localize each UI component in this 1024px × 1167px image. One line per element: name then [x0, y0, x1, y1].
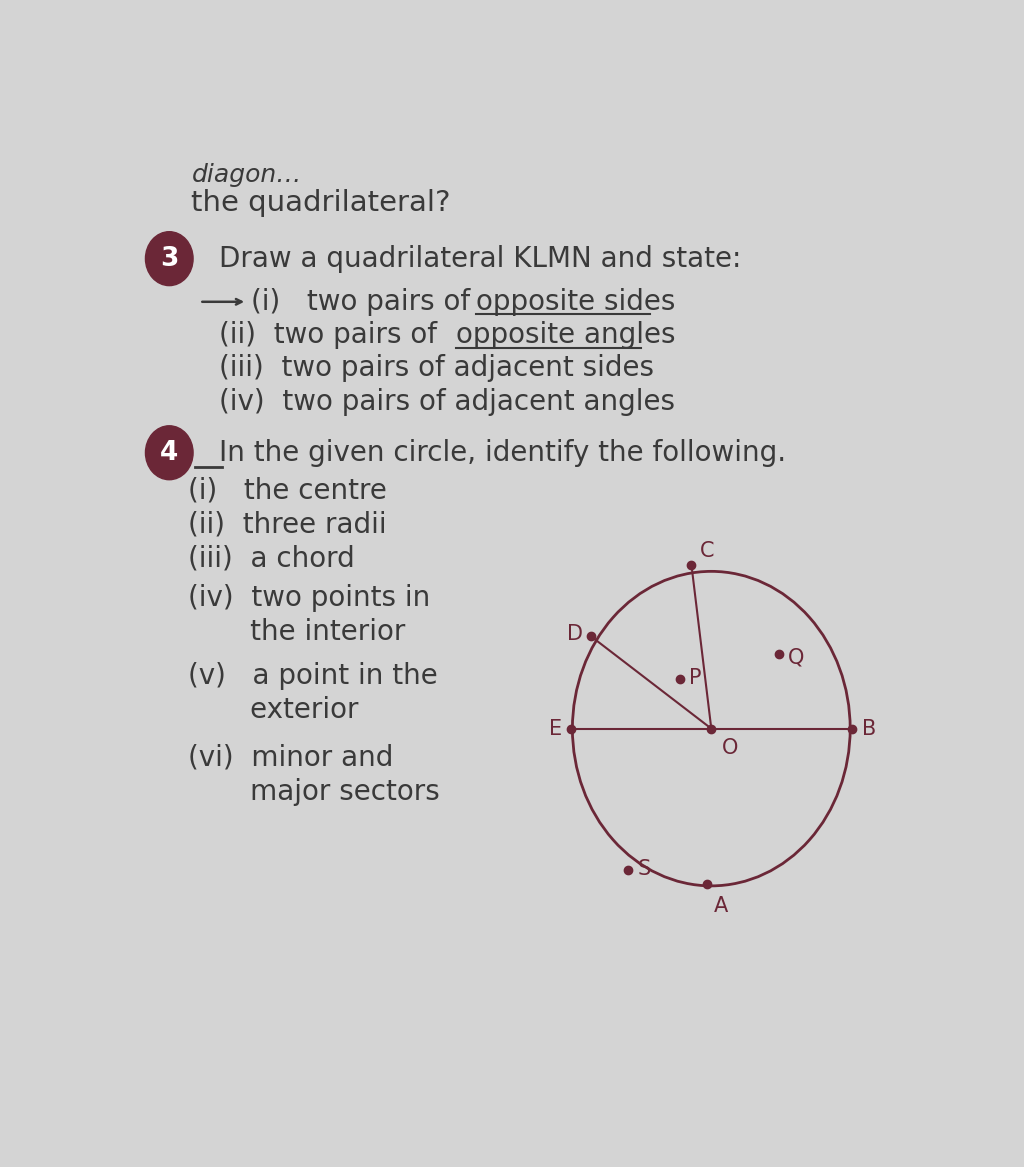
- Text: (ii)  three radii: (ii) three radii: [187, 511, 386, 539]
- Text: Q: Q: [788, 648, 805, 668]
- Text: C: C: [699, 540, 714, 560]
- Text: (iv)  two points in: (iv) two points in: [187, 585, 430, 613]
- Text: diagon…: diagon…: [191, 162, 302, 187]
- Text: the interior: the interior: [187, 619, 404, 647]
- Text: P: P: [689, 669, 701, 689]
- Text: (iii)  two pairs of adjacent sides: (iii) two pairs of adjacent sides: [219, 355, 654, 383]
- Text: (i)   the centre: (i) the centre: [187, 476, 386, 504]
- Text: 3: 3: [160, 246, 178, 272]
- Text: opposite angles: opposite angles: [456, 321, 675, 349]
- Text: Draw a quadrilateral KLMN and state:: Draw a quadrilateral KLMN and state:: [219, 245, 741, 273]
- Text: In the given circle, identify the following.: In the given circle, identify the follow…: [219, 439, 786, 467]
- Text: the quadrilateral?: the quadrilateral?: [191, 189, 451, 217]
- Text: exterior: exterior: [187, 696, 358, 724]
- Text: (v)   a point in the: (v) a point in the: [187, 662, 437, 690]
- Text: (vi)  minor and: (vi) minor and: [187, 743, 393, 771]
- Text: E: E: [549, 719, 562, 739]
- Text: (ii)  two pairs of: (ii) two pairs of: [219, 321, 446, 349]
- Text: opposite sides: opposite sides: [475, 288, 675, 316]
- Text: (iv)  two pairs of adjacent angles: (iv) two pairs of adjacent angles: [219, 387, 675, 415]
- Text: O: O: [722, 739, 738, 759]
- Text: 4: 4: [160, 440, 178, 466]
- Text: S: S: [638, 859, 650, 879]
- Text: D: D: [567, 624, 583, 644]
- Text: (iii)  a chord: (iii) a chord: [187, 545, 354, 573]
- Circle shape: [145, 426, 194, 480]
- Text: major sectors: major sectors: [187, 777, 439, 805]
- Text: B: B: [862, 719, 877, 739]
- Text: A: A: [714, 895, 728, 916]
- Circle shape: [145, 232, 194, 286]
- Text: (i)   two pairs of: (i) two pairs of: [251, 288, 479, 316]
